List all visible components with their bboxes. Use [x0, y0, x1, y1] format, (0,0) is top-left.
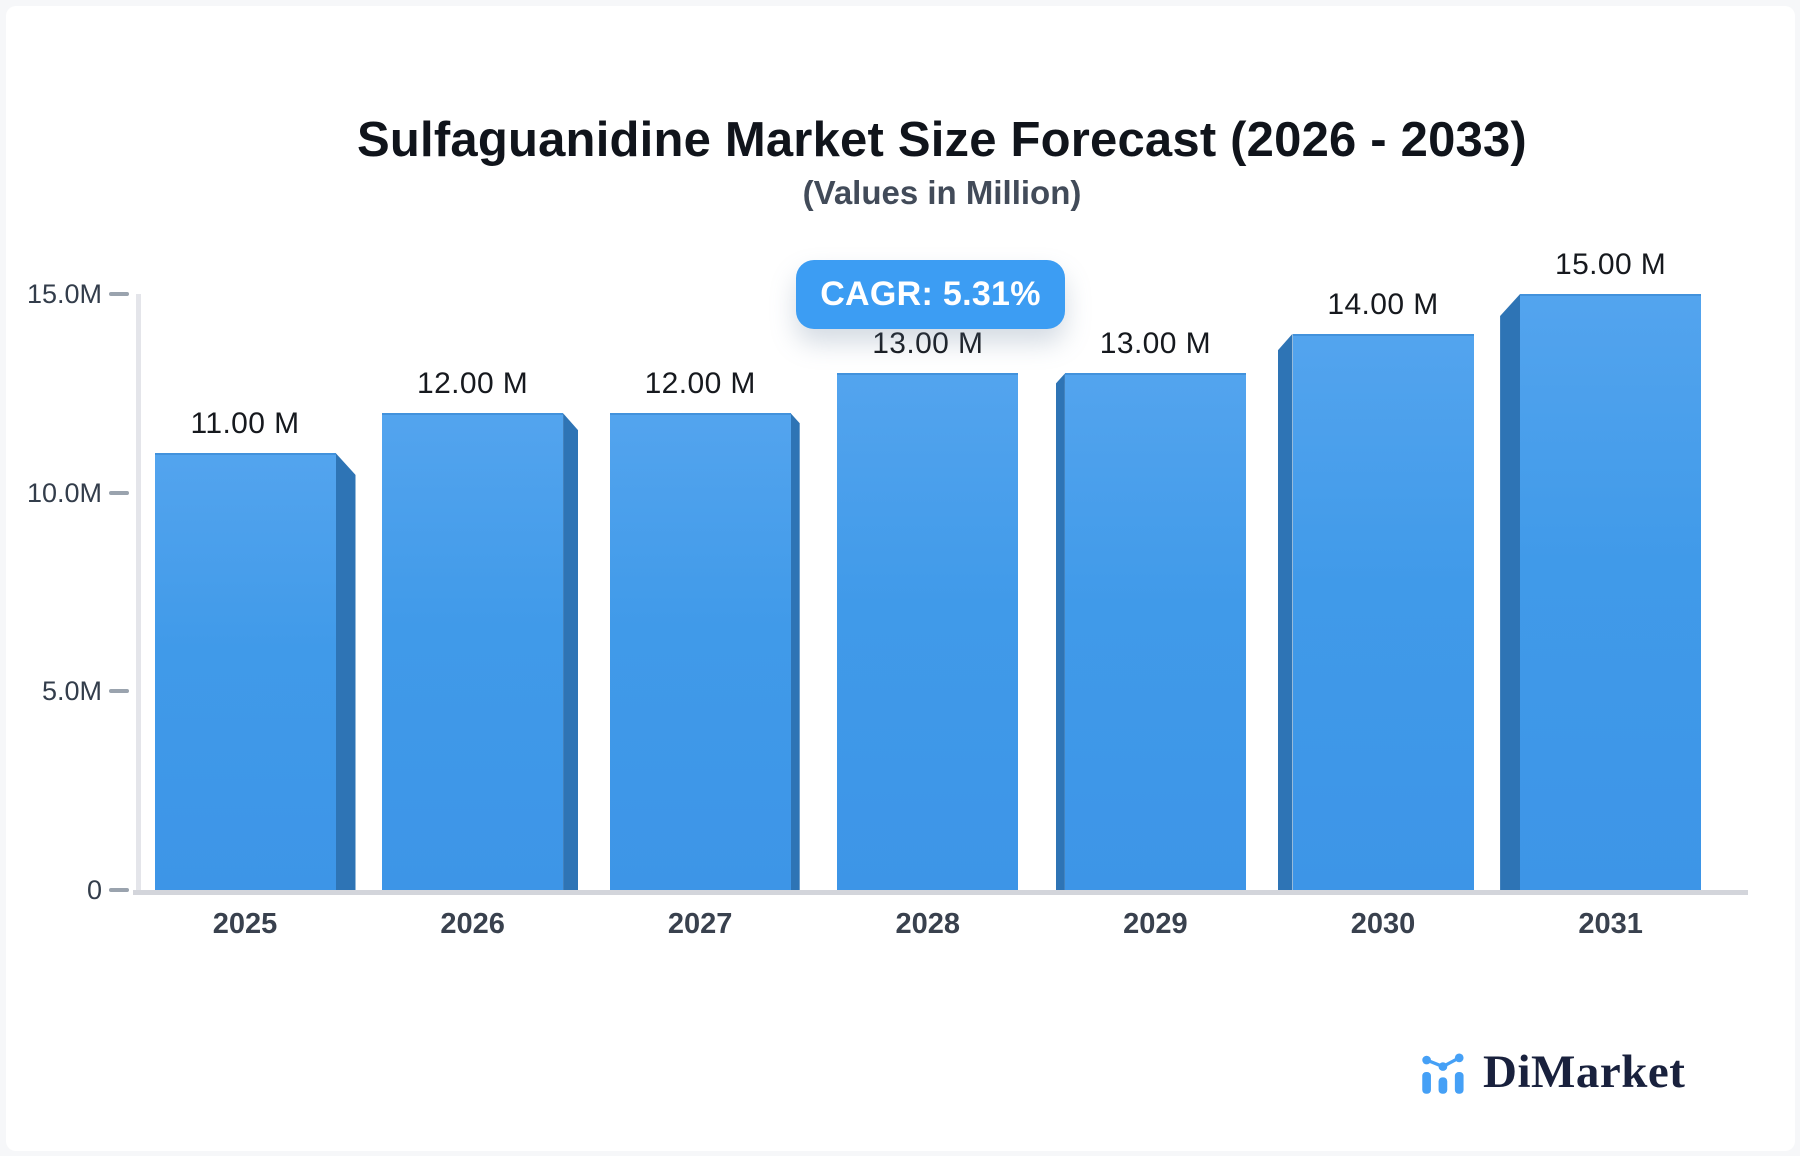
y-tick-label: 0 — [86, 875, 102, 905]
x-axis-label-2027: 2027 — [667, 908, 733, 940]
bar-face — [1520, 294, 1702, 890]
x-axis-label-2031: 2031 — [1578, 908, 1643, 940]
brand-logo-text: DiMarket — [1483, 1045, 1686, 1098]
bar-face — [1292, 333, 1474, 890]
bar-value-label: 12.00 M — [416, 367, 529, 401]
x-axis-baseline — [133, 890, 1748, 895]
y-tick-label: 10.0M — [26, 477, 102, 508]
bar-2029 — [1055, 373, 1246, 890]
bar-2026 — [382, 413, 579, 890]
bar-value-label: 14.00 M — [1327, 287, 1439, 321]
chart-card: Sulfaguanidine Market Size Forecast (202… — [6, 6, 1795, 1151]
bar-chart-plot: 15.0M 10.0M 5.0M 0 11.00 M 12.00 M 12.00 M 13.… — [6, 6, 1795, 1151]
bar-value-label: 11.00 M — [190, 406, 300, 440]
y-tick-mark — [109, 689, 129, 694]
bar-face — [154, 452, 336, 890]
brand-logo: DiMarket — [1419, 1044, 1685, 1100]
bar-2031 — [1500, 294, 1702, 890]
bar-value-label: 12.00 M — [644, 367, 756, 401]
y-tick-mark — [109, 888, 129, 892]
bar-value-label: 15.00 M — [1554, 248, 1667, 281]
x-axis-label-2028: 2028 — [895, 908, 961, 940]
y-tick-label: 5.0M — [41, 676, 102, 707]
y-tick-mark — [109, 490, 129, 495]
bar-3d-side — [1500, 294, 1521, 890]
bar-2025 — [154, 452, 356, 890]
chart-subtitle: (Values in Million) — [802, 174, 1082, 211]
cagr-badge-label: CAGR: 5.31% — [820, 275, 1041, 313]
bar-3d-side — [790, 413, 800, 890]
bar-face — [837, 373, 1019, 890]
x-axis-label-2029: 2029 — [1123, 908, 1188, 940]
bar-2030 — [1277, 333, 1474, 890]
bar-2028 — [837, 373, 1019, 890]
x-axis-label-2025: 2025 — [212, 908, 278, 940]
mini-bar-chart-icon — [1422, 1053, 1464, 1094]
y-tick-mark — [109, 292, 129, 296]
bar-face — [609, 413, 791, 890]
bar-face — [382, 413, 564, 890]
bar-value-label: 13.00 M — [1099, 327, 1211, 361]
cagr-badge: CAGR: 5.31% — [796, 260, 1065, 329]
y-axis-line — [136, 294, 141, 892]
bar-3d-side — [1277, 333, 1293, 890]
bar-3d-side — [1055, 373, 1065, 890]
bar-3d-side — [335, 452, 356, 890]
bar-3d-side — [563, 413, 579, 890]
chart-title: Sulfaguanidine Market Size Forecast (202… — [357, 113, 1527, 167]
bar-face — [1064, 373, 1246, 890]
x-axis-label-2030: 2030 — [1350, 908, 1416, 940]
bar-value-label: 13.00 M — [872, 327, 984, 361]
y-tick-label: 15.0M — [26, 279, 102, 309]
x-axis-label-2026: 2026 — [440, 908, 505, 940]
bar-2027 — [609, 413, 800, 890]
